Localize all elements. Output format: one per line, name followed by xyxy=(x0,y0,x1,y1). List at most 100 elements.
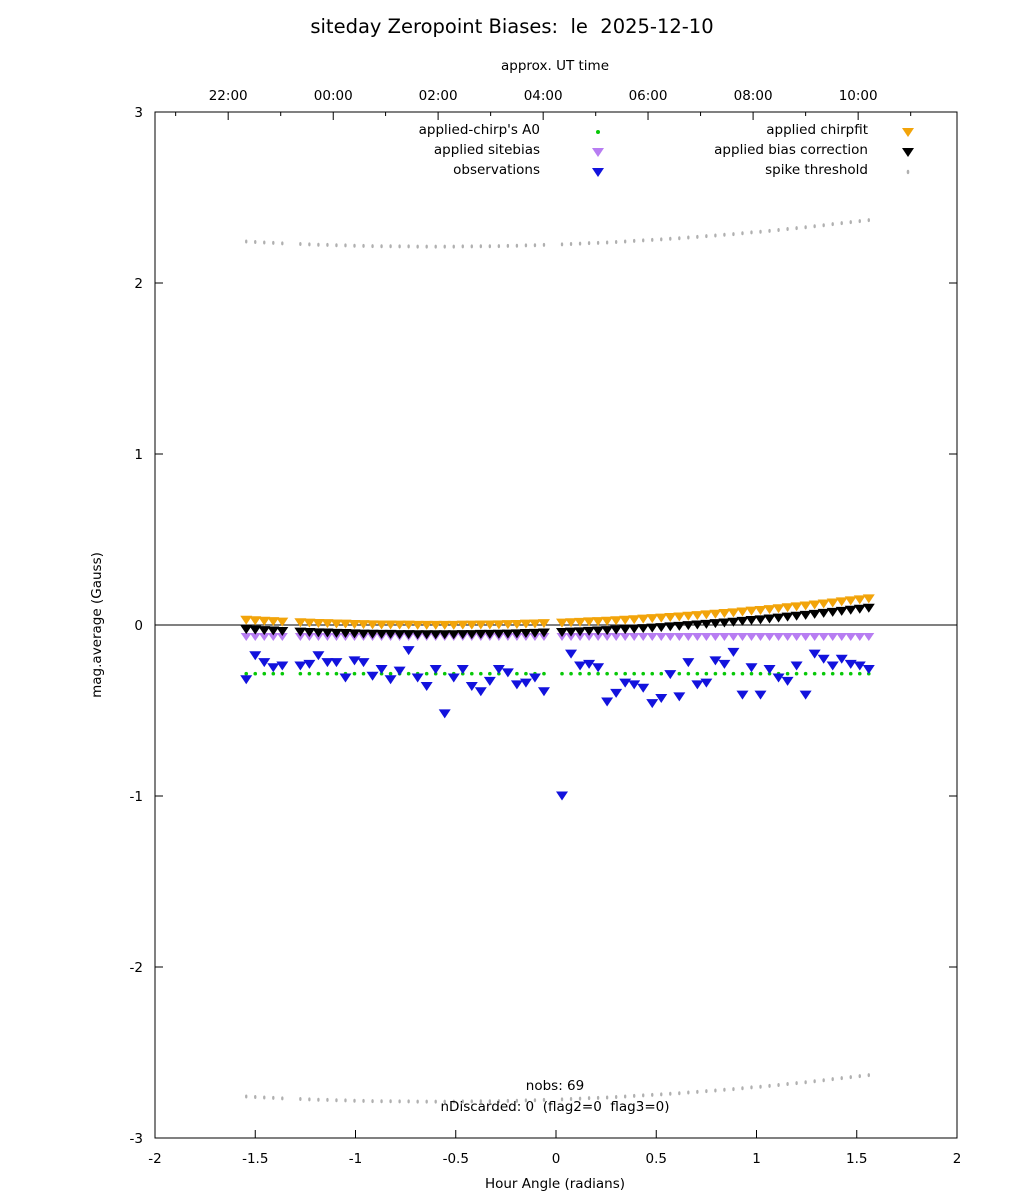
marker-observations xyxy=(447,673,460,683)
y-tick-label: 3 xyxy=(134,105,143,121)
marker-observations xyxy=(465,682,478,692)
marker-observations xyxy=(429,664,442,674)
legend-label-spike_threshold: spike threshold xyxy=(765,162,868,178)
marker-a0 xyxy=(596,671,600,676)
marker-sitebias xyxy=(854,632,866,641)
marker-observations xyxy=(294,661,307,671)
marker-bias_correction xyxy=(438,630,451,640)
marker-chirpfit xyxy=(384,620,397,630)
marker-spike_threshold xyxy=(669,236,672,241)
x-tick-label: -2 xyxy=(148,1151,161,1167)
marker-bias_correction xyxy=(664,622,677,632)
marker-bias_correction xyxy=(321,628,334,638)
marker-spike_threshold xyxy=(416,1099,419,1104)
marker-spike_threshold xyxy=(723,232,726,237)
legend-label-observations: observations xyxy=(453,162,540,178)
marker-bias_correction xyxy=(447,630,460,640)
marker-spike_threshold xyxy=(849,220,852,225)
marker-observations xyxy=(808,649,821,659)
marker-bias_correction xyxy=(745,616,758,626)
marker-chirpfit xyxy=(303,618,316,628)
marker-spike_threshold xyxy=(587,241,591,246)
marker-a0 xyxy=(316,671,321,676)
marker-bias_correction xyxy=(619,625,632,635)
marker-spike_threshold xyxy=(353,243,356,248)
marker-spike_threshold xyxy=(560,1097,564,1102)
marker-chirpfit xyxy=(700,610,713,620)
marker-bias_correction xyxy=(393,630,406,640)
marker-chirpfit xyxy=(790,602,803,612)
marker-spike_threshold xyxy=(777,227,780,232)
marker-chirpfit xyxy=(402,620,415,630)
ut-tick-label: 22:00 xyxy=(209,88,248,104)
marker-spike_threshold xyxy=(488,1099,492,1104)
marker-a0 xyxy=(794,671,799,676)
marker-spike_threshold xyxy=(497,244,501,249)
marker-chirpfit xyxy=(556,618,569,628)
marker-a0 xyxy=(298,671,303,676)
marker-spike_threshold xyxy=(317,1097,320,1102)
marker-chirpfit xyxy=(619,615,632,625)
marker-chirpfit xyxy=(348,619,361,629)
marker-chirpfit xyxy=(294,618,307,628)
marker-observations xyxy=(303,659,316,669)
x-tick-label: -1 xyxy=(349,1151,362,1167)
marker-chirpfit xyxy=(628,615,641,625)
marker-spike_threshold xyxy=(867,1073,870,1078)
marker-spike_threshold xyxy=(533,1098,537,1103)
marker-observations xyxy=(510,680,523,690)
marker-observations xyxy=(835,654,848,664)
marker-chirpfit xyxy=(456,620,469,630)
marker-chirpfit xyxy=(330,619,343,629)
marker-spike_threshold xyxy=(822,223,825,228)
marker-spike_threshold xyxy=(308,242,311,247)
marker-a0 xyxy=(695,671,700,676)
marker-a0 xyxy=(623,671,627,676)
marker-observations xyxy=(736,690,749,700)
marker-spike_threshold xyxy=(578,1096,582,1101)
marker-a0 xyxy=(253,671,258,676)
ut-tick-label: 04:00 xyxy=(524,88,563,104)
marker-a0 xyxy=(488,671,492,676)
legend-marker-sitebias-icon xyxy=(591,144,605,163)
marker-observations xyxy=(673,692,686,702)
marker-spike_threshold xyxy=(335,1098,338,1103)
marker-bias_correction xyxy=(691,620,704,630)
marker-bias_correction xyxy=(583,626,596,636)
marker-a0 xyxy=(515,671,519,676)
marker-spike_threshold xyxy=(623,239,627,244)
marker-spike_threshold xyxy=(804,225,807,230)
marker-spike_threshold xyxy=(732,1087,735,1092)
marker-sitebias xyxy=(294,632,306,641)
marker-spike_threshold xyxy=(254,1094,257,1099)
marker-spike_threshold xyxy=(497,1099,501,1104)
marker-sitebias xyxy=(764,632,776,641)
marker-spike_threshold xyxy=(605,1095,609,1100)
marker-spike_threshold xyxy=(804,1080,807,1085)
marker-spike_threshold xyxy=(560,242,564,247)
marker-sitebias xyxy=(619,632,631,641)
marker-chirpfit xyxy=(637,614,650,624)
marker-chirpfit xyxy=(312,618,325,628)
marker-spike_threshold xyxy=(389,244,392,249)
marker-spike_threshold xyxy=(660,237,663,242)
marker-bias_correction xyxy=(610,625,623,635)
marker-observations xyxy=(619,678,632,688)
marker-observations xyxy=(601,697,614,707)
marker-sitebias xyxy=(836,632,848,641)
marker-chirpfit xyxy=(709,609,722,619)
marker-chirpfit xyxy=(862,594,875,604)
marker-observations xyxy=(393,666,406,676)
marker-spike_threshold xyxy=(371,244,374,249)
legend-marker-chirpfit-icon xyxy=(901,124,915,143)
marker-observations xyxy=(745,663,758,673)
marker-spike_threshold xyxy=(813,1079,816,1084)
marker-sitebias xyxy=(791,632,803,641)
marker-observations xyxy=(763,664,776,674)
legend-marker-bias_correction-icon xyxy=(901,144,915,163)
marker-spike_threshold xyxy=(407,1099,410,1104)
marker-bias_correction xyxy=(637,624,650,634)
x-tick-label: 2 xyxy=(953,1151,962,1167)
marker-spike_threshold xyxy=(470,1099,473,1104)
marker-sitebias xyxy=(664,632,676,641)
